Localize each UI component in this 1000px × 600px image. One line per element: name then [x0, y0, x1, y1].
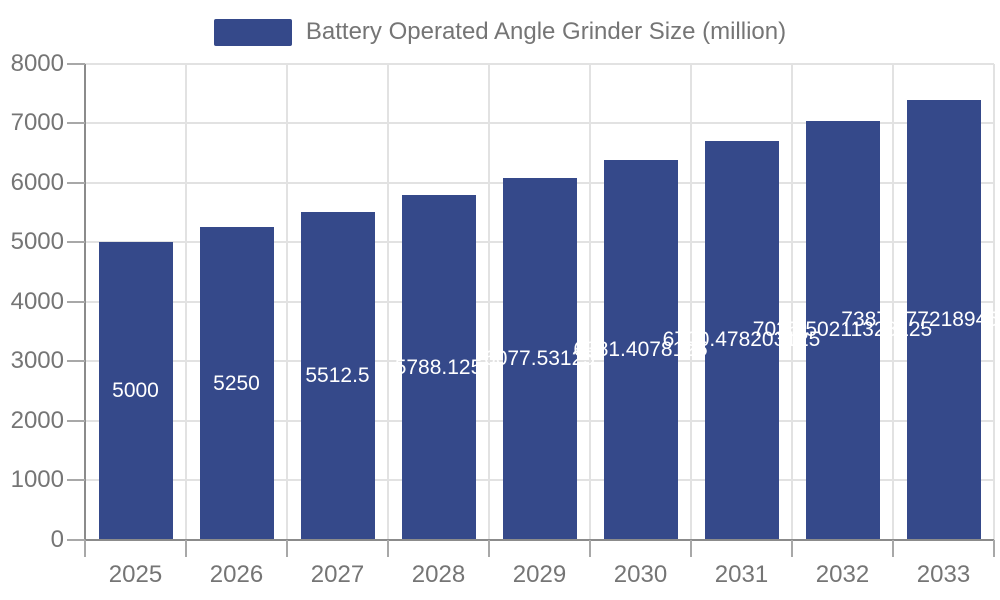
x-axis-tick — [993, 540, 995, 557]
gridline-vertical — [892, 63, 894, 540]
y-axis-tick — [67, 539, 85, 541]
y-axis-tick-label: 6000 — [10, 168, 64, 196]
x-axis-tick-label: 2032 — [815, 561, 870, 588]
bar-2028 — [401, 195, 476, 540]
y-axis-tick-label: 2000 — [10, 406, 64, 434]
y-axis-tick-label: 7000 — [10, 109, 64, 137]
y-axis-tick-label: 0 — [50, 526, 64, 553]
x-axis-tick — [690, 540, 692, 557]
y-axis-tick-label: 1000 — [10, 466, 64, 494]
bar-2026 — [199, 227, 274, 540]
y-axis-tick — [67, 181, 85, 184]
gridline-vertical — [387, 63, 389, 540]
y-axis-tick-label: 8000 — [10, 49, 64, 77]
bar-2032 — [805, 120, 880, 540]
y-axis-tick — [67, 419, 85, 422]
bar-2029 — [502, 178, 577, 540]
legend[interactable]: Battery Operated Angle Grinder Size (mil… — [0, 18, 1000, 46]
gridline-vertical — [690, 63, 692, 540]
bar-2025 — [98, 242, 173, 540]
y-axis-tick — [67, 62, 85, 65]
gridline-vertical — [791, 63, 793, 540]
y-axis-tick — [67, 300, 85, 303]
gridline-vertical — [993, 63, 995, 540]
x-axis-tick-label: 2027 — [310, 561, 365, 588]
gridline-horizontal — [85, 122, 994, 125]
x-axis-tick — [387, 540, 389, 557]
x-axis-tick-label: 2028 — [411, 561, 466, 588]
gridline-horizontal — [85, 62, 994, 65]
legend-label: Battery Operated Angle Grinder Size (mil… — [305, 18, 787, 45]
gridline-vertical — [286, 63, 288, 540]
gridline-vertical — [589, 63, 591, 540]
y-axis-tick-label: 4000 — [10, 287, 64, 315]
bar-2030 — [603, 159, 678, 540]
y-axis-tick — [67, 122, 85, 125]
x-axis-tick-label: 2033 — [916, 561, 971, 588]
bar-2033 — [906, 99, 981, 540]
x-axis-tick — [286, 540, 288, 557]
gridline-vertical — [185, 63, 187, 540]
legend-swatch — [213, 18, 292, 46]
y-axis-tick-label: 3000 — [10, 347, 64, 375]
x-axis-tick — [185, 540, 187, 557]
x-axis-tick-label: 2026 — [209, 561, 264, 588]
x-axis-tick — [589, 540, 591, 557]
x-axis-tick — [791, 540, 793, 557]
x-axis-tick — [84, 540, 86, 557]
x-axis-tick-label: 2029 — [512, 561, 567, 588]
x-axis-tick-label: 2031 — [714, 561, 769, 588]
x-axis-line — [84, 539, 994, 541]
x-axis-tick — [892, 540, 894, 557]
y-axis-tick — [67, 360, 85, 363]
x-axis-tick — [488, 540, 490, 557]
x-axis-tick-label: 2025 — [108, 561, 163, 588]
y-axis-tick — [67, 479, 85, 482]
bar-2027 — [300, 211, 375, 540]
y-axis-line — [84, 63, 86, 540]
y-axis-tick-label: 5000 — [10, 228, 64, 256]
gridline-vertical — [488, 63, 490, 540]
y-axis-tick — [67, 241, 85, 244]
x-axis-tick-label: 2030 — [613, 561, 668, 588]
bar-2031 — [704, 140, 779, 540]
